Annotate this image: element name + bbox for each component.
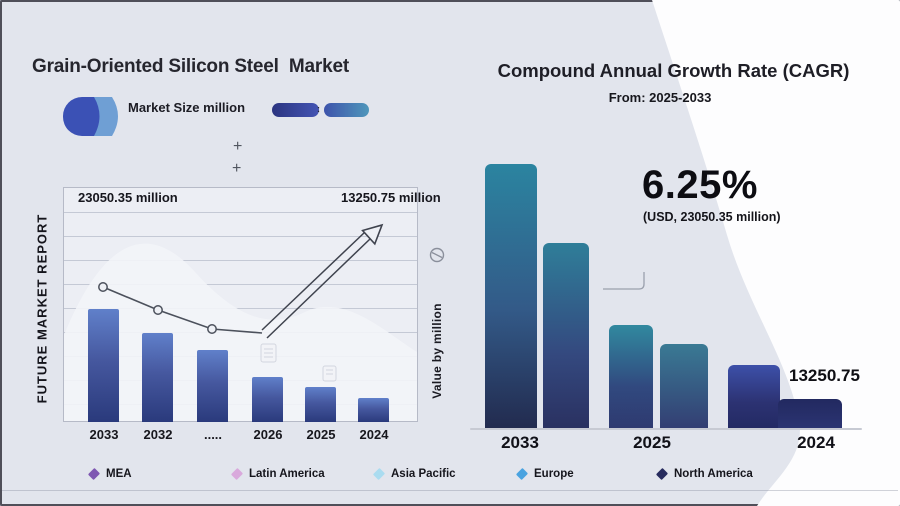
- x-label-2026: 2026: [253, 427, 283, 442]
- cagr-bar-2025-b: [660, 344, 708, 428]
- market-size-label: Market Size million: [128, 100, 246, 115]
- plus-mark-2: +: [232, 160, 242, 177]
- diamond-icon: [515, 467, 529, 481]
- x-label-2025: 2025: [306, 427, 336, 442]
- x-label-2032: 2032: [143, 427, 173, 442]
- x-label-dots: .....: [203, 427, 223, 442]
- legend-item-mea: MEA: [87, 467, 132, 481]
- cagr-baseline: [470, 428, 862, 430]
- cagr-x-2024: 2024: [797, 433, 835, 452]
- plus-mark-1: +: [233, 138, 243, 155]
- legend-item-north-america: North America: [655, 467, 753, 481]
- circle-slash-icon: [429, 247, 445, 263]
- ratio-pill-left: [272, 103, 319, 117]
- cagr-period: From: 2025-2033: [608, 90, 712, 105]
- end-value-label: 13250.75 million: [341, 190, 441, 205]
- legend-label: MEA: [106, 468, 132, 480]
- ratio-pill-right: [324, 103, 369, 117]
- legend-item-latin-america: Latin America: [230, 467, 325, 481]
- cagr-title: Compound Annual Growth Rate (CAGR): [497, 60, 850, 81]
- legend-item-asia-pacific: Asia Pacific: [372, 467, 456, 481]
- y-axis-label: Value by million: [430, 303, 444, 399]
- legend-label: Europe: [534, 468, 574, 480]
- x-label-2033: 2033: [89, 427, 119, 442]
- cagr-bar-2033-a: [485, 164, 537, 428]
- legend-label: North America: [674, 468, 753, 480]
- page-title: Grain-Oriented Silicon Steel Market: [32, 56, 349, 77]
- legend-label: Latin America: [249, 468, 325, 480]
- ratio-separator: :: [317, 104, 320, 114]
- bar-2032: [142, 333, 173, 422]
- legend-label: Asia Pacific: [391, 468, 456, 480]
- watermark-text: FUTURE MARKET REPORT: [34, 213, 50, 404]
- diamond-icon: [655, 467, 669, 481]
- cagr-end-value: 13250.75: [789, 366, 860, 385]
- cagr-x-2033: 2033: [501, 433, 539, 452]
- bar-2033: [88, 309, 119, 422]
- diamond-icon: [372, 467, 386, 481]
- cagr-rate-value: 6.25%: [642, 163, 758, 207]
- bar-2026: [252, 377, 283, 422]
- legend-item-europe: Europe: [515, 467, 574, 481]
- start-value-label: 23050.35 million: [78, 190, 178, 205]
- cagr-x-2025: 2025: [633, 433, 671, 452]
- cagr-bar-2025-a: [609, 325, 653, 428]
- x-label-2024: 2024: [359, 427, 389, 442]
- cagr-bar-2033-b: [543, 243, 589, 428]
- bar-dots: [197, 350, 228, 422]
- diamond-icon: [87, 467, 101, 481]
- bar-2025: [305, 387, 336, 422]
- bottom-divider: [2, 490, 898, 491]
- cagr-basis: (USD, 23050.35 million): [643, 210, 781, 224]
- bar-2024: [358, 398, 389, 422]
- cagr-bar-2024-a: [728, 365, 780, 428]
- cagr-bar-2024-b: [778, 399, 842, 428]
- diamond-icon: [230, 467, 244, 481]
